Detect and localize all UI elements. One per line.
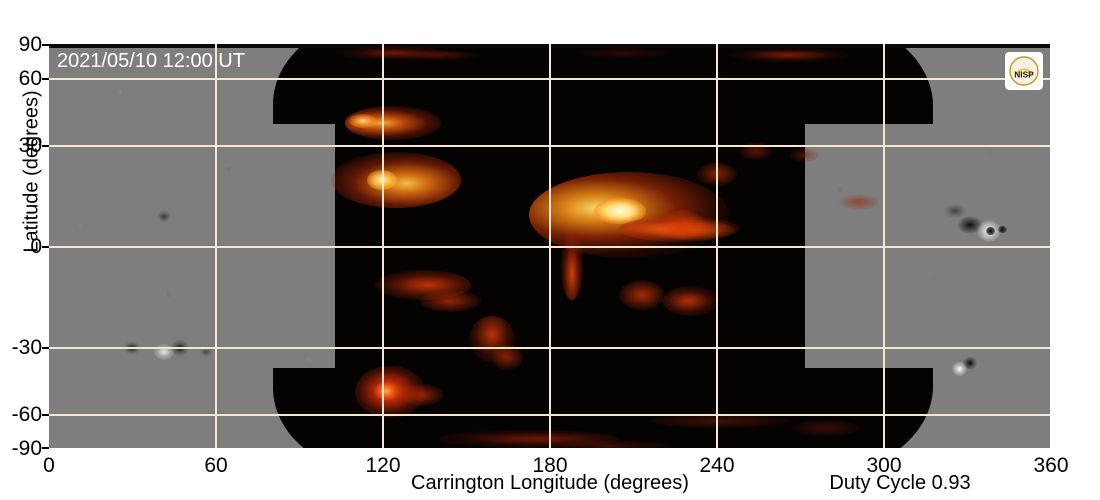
gridline-lat-0	[49, 246, 1050, 248]
feature-plage-212	[663, 286, 719, 316]
observation-timestamp: 2021/05/10 12:00 UT	[57, 50, 245, 72]
ytick-mark-30	[42, 145, 49, 147]
nisp-badge-icon: NISP	[1009, 56, 1039, 86]
xtick-label-60: 60	[204, 454, 228, 477]
magnetogram-pore-northeast	[157, 211, 171, 222]
feature-filament-top-360	[399, 50, 479, 60]
feature-filament-top-740	[729, 48, 849, 62]
ytick-mark-60	[42, 78, 49, 80]
gridline-lat-30	[49, 145, 1050, 147]
xtick-label-240: 240	[699, 454, 735, 477]
feature-plage-248	[789, 148, 819, 162]
ytick-mark-m60	[42, 414, 49, 416]
feature-filament-top-560	[579, 48, 669, 58]
ytick-label-m60: -60	[11, 403, 42, 426]
ytick-label-m30: -30	[11, 336, 42, 359]
feature-filament-south-230	[649, 414, 789, 428]
feature-plage-204	[661, 210, 705, 240]
xtick-label-360: 360	[1033, 454, 1069, 477]
magnetogram-spot-northwest-tail	[944, 204, 966, 218]
gridline-lat-m60	[49, 414, 1050, 416]
feature-faint-southwest-corner	[791, 420, 861, 436]
ytick-mark-90	[42, 44, 49, 46]
y-axis-label: Latitude (degrees)	[20, 90, 43, 253]
synoptic-map-plot: 2021/05/10 12:00 UT NISP	[49, 44, 1050, 448]
ytick-label-60: 60	[18, 67, 42, 90]
gridline-lat-m30	[49, 347, 1050, 349]
magnetogram-spot-northwest-core2	[998, 226, 1007, 233]
ytick-label-m90: -90	[11, 437, 42, 460]
xtick-label-0: 0	[43, 454, 55, 477]
duty-cycle-annotation: Duty Cycle 0.93	[829, 472, 971, 494]
feature-active-region-south-115-core	[375, 382, 397, 400]
xtick-label-300: 300	[866, 454, 902, 477]
magnetogram-spot-southeast-faint	[199, 347, 213, 357]
ytick-mark-m90	[42, 447, 49, 449]
magnetogram-spot-southwest-dark	[963, 357, 977, 369]
ytick-label-0: 0	[30, 235, 42, 258]
x-axis-label: Carrington Longitude (degrees)	[411, 472, 689, 494]
feature-plage-south-122	[401, 384, 443, 406]
ytick-mark-m30	[42, 347, 49, 349]
feature-plume-below-central	[561, 230, 583, 300]
gridline-lat-60	[49, 78, 1050, 80]
feature-plage-266	[839, 194, 879, 210]
svg-text:NISP: NISP	[1014, 69, 1034, 79]
magnetogram-spot-northwest-core	[986, 227, 995, 235]
feature-filament-south-200	[549, 440, 669, 448]
feature-plage-192	[619, 280, 665, 310]
nisp-logo: NISP	[1005, 52, 1043, 90]
xtick-label-180: 180	[532, 454, 568, 477]
magnetogram-spot-northwest-dark	[957, 216, 983, 234]
feature-plage-147	[419, 290, 481, 312]
feature-north-115-core	[349, 114, 377, 128]
ytick-label-30: 30	[18, 134, 42, 157]
xtick-label-120: 120	[365, 454, 401, 477]
ytick-mark-0	[42, 246, 49, 248]
ytick-label-90: 90	[18, 33, 42, 56]
